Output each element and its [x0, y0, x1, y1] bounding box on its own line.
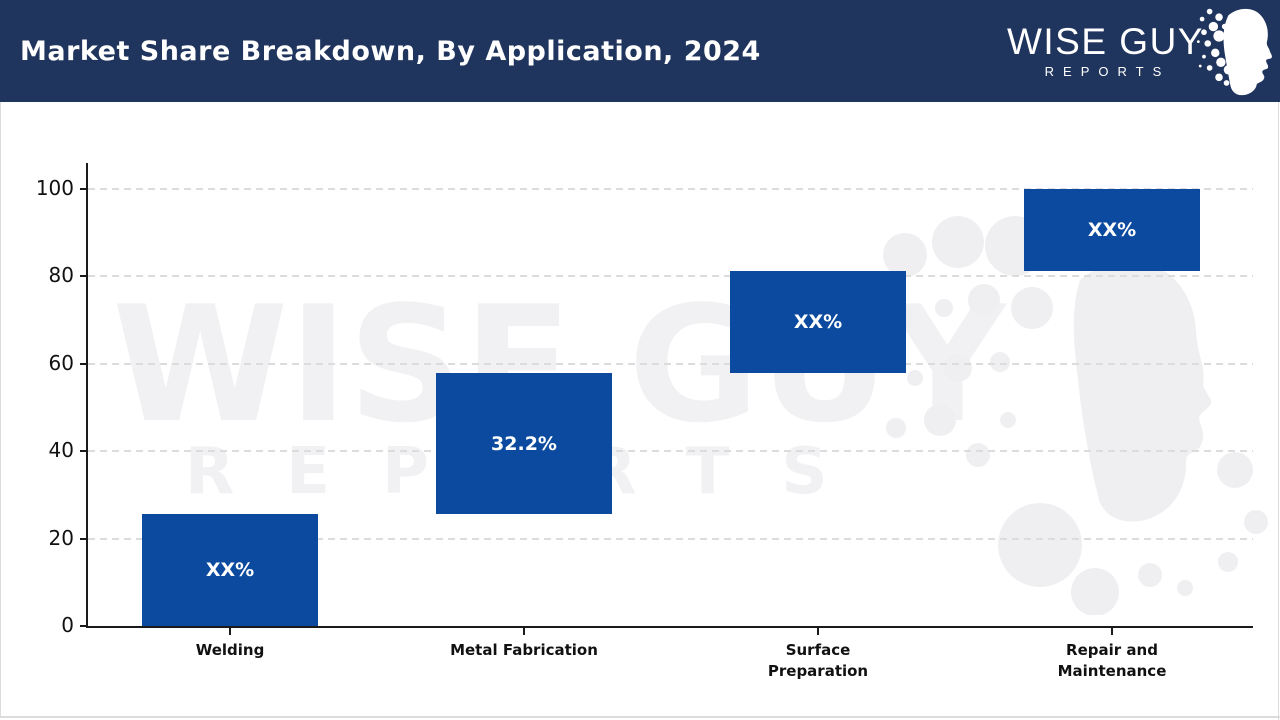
bar: XX%	[142, 514, 318, 626]
y-tick	[80, 537, 88, 540]
category-label-line: Metal Fabrication	[450, 641, 598, 659]
header: Market Share Breakdown, By Application, …	[0, 0, 1280, 102]
x-tick	[229, 628, 231, 635]
category-label: Welding	[120, 640, 340, 661]
bar-value-label: XX%	[793, 311, 843, 334]
bar-value-label: XX%	[205, 559, 255, 582]
y-tick	[80, 188, 88, 190]
gridline	[88, 537, 1253, 540]
gridline	[88, 450, 1253, 453]
logo-wordmark: WISE GUY	[1006, 21, 1204, 62]
bar-value-label: 32.2%	[491, 432, 557, 455]
y-tick-label: 40	[48, 438, 74, 463]
y-tick-label: 20	[48, 525, 74, 550]
y-tick	[80, 362, 88, 365]
x-tick	[1111, 628, 1113, 635]
y-tick	[80, 275, 88, 278]
y-tick-label: 60	[48, 350, 74, 375]
bar: 32.2%	[436, 373, 612, 515]
gridline	[88, 362, 1253, 365]
category-label-line: Maintenance	[1057, 662, 1167, 680]
logo-text: WISE GUY REPORTS	[1007, 23, 1204, 79]
logo-tagline: REPORTS	[1044, 64, 1171, 79]
category-label-line: Preparation	[767, 662, 869, 680]
wiseguy-logo: WISE GUY REPORTS	[1007, 4, 1274, 98]
bar: XX%	[730, 270, 906, 374]
y-tick-label: 100	[35, 176, 74, 200]
gridline	[88, 275, 1253, 278]
watermark-face-dots	[883, 216, 1268, 615]
y-tick	[80, 450, 88, 453]
gridline	[88, 188, 1253, 190]
y-tick-label: 0	[61, 613, 74, 637]
logo-face-icon	[1196, 8, 1272, 96]
category-label-line: Welding	[195, 641, 265, 659]
category-label-line: Repair and	[1066, 641, 1158, 659]
x-tick	[523, 628, 525, 635]
y-axis-line	[86, 163, 88, 628]
page-right-border	[1278, 102, 1279, 720]
x-axis-line	[86, 626, 1253, 628]
y-tick	[80, 625, 88, 627]
category-label: Metal Fabrication	[414, 640, 634, 661]
x-tick	[817, 628, 819, 635]
category-label: Repair and Maintenance	[1002, 640, 1222, 682]
y-tick-label: 80	[48, 263, 74, 288]
page-bottom-border	[0, 716, 1280, 718]
page-title: Market Share Breakdown, By Application, …	[20, 35, 761, 67]
page-left-border	[0, 102, 1, 718]
category-label-line: Surface	[785, 641, 851, 659]
category-label: Surface Preparation	[708, 640, 928, 682]
bar-value-label: XX%	[1087, 218, 1137, 241]
bar: XX%	[1024, 189, 1200, 271]
